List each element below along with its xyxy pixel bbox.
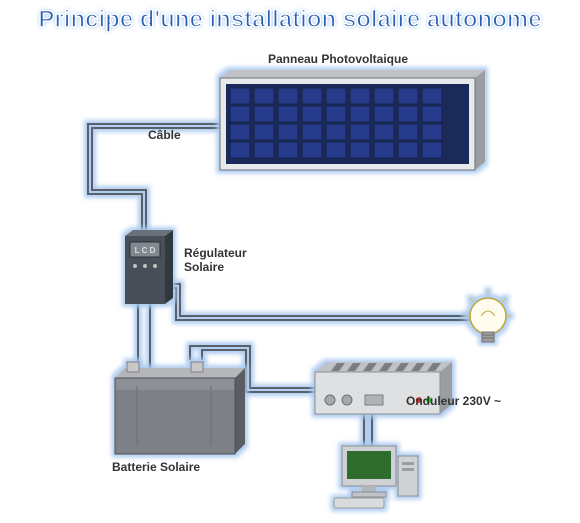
label-battery: Batterie Solaire bbox=[112, 460, 200, 474]
regulator: L C D bbox=[125, 230, 177, 310]
page-title: Principe d'une installation solaire auto… bbox=[0, 6, 580, 34]
label-cable: Câble bbox=[148, 128, 181, 142]
label-regulator-2: Solaire bbox=[184, 260, 224, 274]
label-panel: Panneau Photovoltaique bbox=[268, 52, 408, 66]
battery bbox=[105, 360, 247, 460]
lightbulb-icon bbox=[466, 294, 514, 352]
diagram: L C D bbox=[50, 50, 540, 510]
inverter bbox=[315, 362, 460, 420]
solar-panel bbox=[220, 70, 495, 180]
label-inverter: Onduleur 230V ~ bbox=[406, 394, 501, 408]
lcd-label: L C D bbox=[135, 246, 156, 255]
label-regulator-1: Régulateur bbox=[184, 246, 247, 260]
computer-icon bbox=[334, 442, 434, 510]
